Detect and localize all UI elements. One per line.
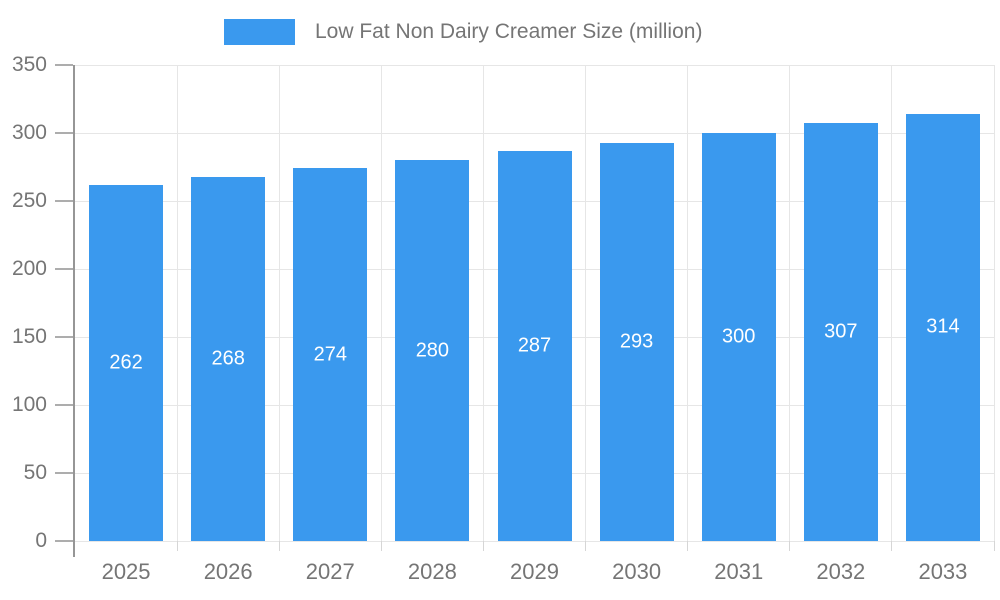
x-axis-label: 2029 <box>510 559 559 584</box>
legend-label: Low Fat Non Dairy Creamer Size (million) <box>315 20 703 43</box>
v-gridline <box>585 65 587 541</box>
bar-value-label: 287 <box>517 334 552 357</box>
y-axis-line <box>73 65 75 557</box>
bar[interactable]: 293 <box>599 142 674 541</box>
h-gridline <box>75 64 994 66</box>
legend[interactable]: Low Fat Non Dairy Creamer Size (million) <box>224 19 702 45</box>
x-axis-tick <box>585 541 587 551</box>
h-gridline <box>75 132 994 134</box>
y-axis-tick <box>55 404 73 406</box>
v-gridline <box>891 65 893 541</box>
x-axis-label: 2028 <box>407 559 457 584</box>
bar[interactable]: 262 <box>89 184 164 541</box>
bar-value-label: 307 <box>824 320 858 343</box>
x-axis-label: 2026 <box>203 559 253 584</box>
bar[interactable]: 280 <box>395 160 470 541</box>
bar-value-label: 280 <box>415 339 450 362</box>
x-axis-label: 2025 <box>101 559 151 584</box>
y-axis-label: 100 <box>11 393 47 416</box>
x-axis-tick <box>278 541 280 551</box>
x-axis-tick <box>789 541 791 551</box>
bar-value-label: 300 <box>722 325 756 348</box>
y-axis-tick <box>55 268 73 270</box>
x-axis-label: 2032 <box>816 559 866 584</box>
y-axis-label: 350 <box>11 53 47 76</box>
bar-value-label: 262 <box>109 351 143 374</box>
bar[interactable]: 274 <box>293 168 368 541</box>
x-axis-label: 2030 <box>612 559 662 584</box>
v-gridline <box>789 65 791 541</box>
bar[interactable]: 300 <box>701 133 776 541</box>
v-gridline <box>380 65 382 541</box>
v-gridline <box>482 65 484 541</box>
x-axis-tick <box>380 541 382 551</box>
plot-area: 0 50 100 150 200 250 300 350 262 2025 268 2026 274 20… <box>12 54 995 584</box>
v-gridline <box>687 65 689 541</box>
y-axis-tick <box>55 132 73 134</box>
y-axis-label: 200 <box>11 257 47 280</box>
x-axis-label: 2033 <box>918 559 968 584</box>
x-axis-tick <box>176 541 178 551</box>
h-gridline <box>75 540 994 542</box>
y-axis-tick <box>55 336 73 338</box>
legend-swatch <box>224 19 295 45</box>
x-axis-tick <box>993 541 995 551</box>
bar-value-label: 268 <box>211 347 245 370</box>
x-axis-label: 2031 <box>714 559 764 584</box>
x-axis-label: 2027 <box>305 559 355 584</box>
bar[interactable]: 314 <box>905 113 980 541</box>
y-axis-label: 50 <box>23 461 47 484</box>
v-gridline <box>278 65 280 541</box>
y-axis-label: 300 <box>11 121 47 144</box>
y-axis-label: 250 <box>11 189 47 212</box>
bar[interactable]: 307 <box>803 123 878 541</box>
x-axis-tick <box>482 541 484 551</box>
bar-value-label: 293 <box>619 330 654 353</box>
v-gridline <box>176 65 178 541</box>
y-axis-tick <box>55 472 73 474</box>
y-axis-tick <box>55 64 73 66</box>
bar[interactable]: 287 <box>497 150 572 541</box>
bar-value-label: 314 <box>926 315 960 338</box>
y-axis-tick <box>55 540 73 542</box>
y-axis-label: 0 <box>35 529 47 552</box>
x-axis-tick <box>687 541 689 551</box>
y-axis-label: 150 <box>11 325 47 348</box>
v-gridline <box>993 65 995 541</box>
y-axis-tick <box>55 200 73 202</box>
bar-value-label: 274 <box>313 343 347 366</box>
x-axis-tick <box>891 541 893 551</box>
bar[interactable]: 268 <box>191 176 266 541</box>
